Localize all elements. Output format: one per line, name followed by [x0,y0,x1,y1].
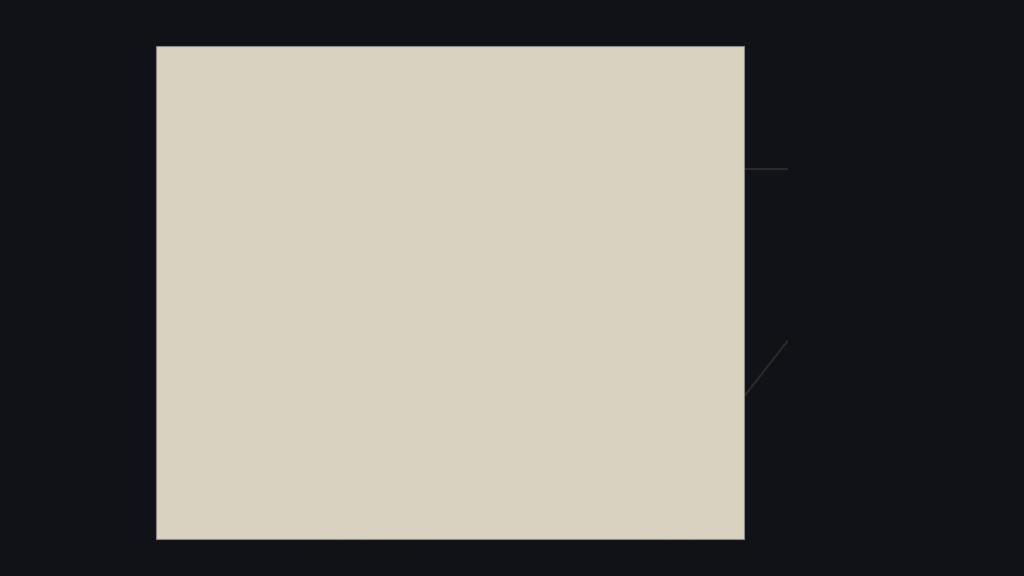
Text: → Energy of light: → Energy of light [317,329,412,340]
Text: relationship between incident light and the electron ejected: relationship between incident light and … [173,58,674,73]
Text: (2019 Main, 10 Jan I): (2019 Main, 10 Jan I) [497,88,660,102]
Text: → Frequency of light: → Frequency of light [636,540,749,550]
Text: K.E. of: K.E. of [548,139,586,152]
Text: K.E. of: K.E. of [220,139,258,152]
Text: from metal surface?: from metal surface? [173,88,340,103]
Text: 0: 0 [584,520,591,530]
Text: → Frequency of light: → Frequency of light [308,540,421,550]
Text: 0: 0 [256,309,263,319]
Text: Number: Number [220,359,267,373]
Text: e⁻s: e⁻s [548,379,567,392]
Text: (a): (a) [220,205,242,218]
Text: → Intensity of light: → Intensity of light [640,329,744,340]
Text: e⁻s: e⁻s [220,160,240,173]
Text: (d): (d) [548,422,569,434]
Text: of e⁻s: of e⁻s [220,379,255,392]
Text: e⁻s: e⁻s [548,160,567,173]
Text: K.E. of: K.E. of [548,359,586,373]
Text: (b): (b) [548,205,569,218]
Text: (c): (c) [220,422,241,434]
Text: 0: 0 [584,309,591,319]
Text: 0: 0 [256,520,263,530]
